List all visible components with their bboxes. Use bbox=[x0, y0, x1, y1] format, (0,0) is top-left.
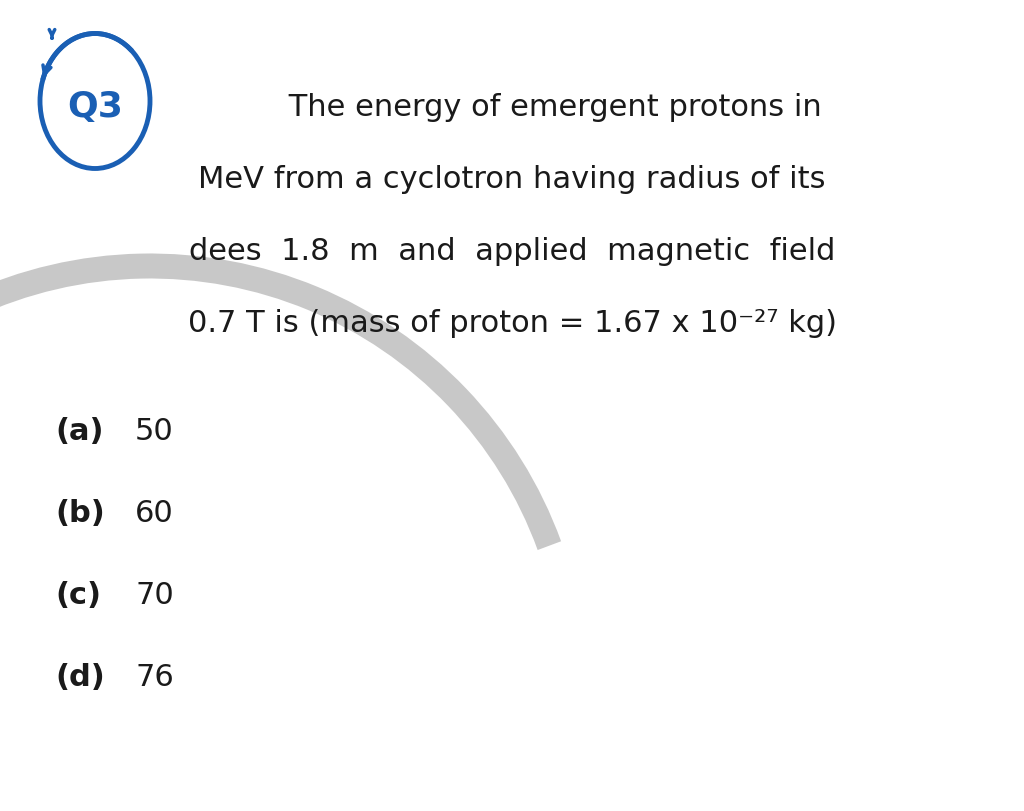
Text: 50: 50 bbox=[135, 417, 174, 446]
Text: Q3: Q3 bbox=[67, 90, 123, 124]
Text: (b): (b) bbox=[55, 499, 104, 528]
Text: 60: 60 bbox=[135, 499, 174, 528]
Text: MeV from a cyclotron having radius of its: MeV from a cyclotron having radius of it… bbox=[199, 165, 825, 193]
Text: (c): (c) bbox=[55, 581, 101, 610]
Text: (a): (a) bbox=[55, 417, 103, 446]
Text: (d): (d) bbox=[55, 663, 104, 692]
Text: dees  1.8  m  and  applied  magnetic  field: dees 1.8 m and applied magnetic field bbox=[188, 236, 836, 265]
Text: 76: 76 bbox=[135, 663, 174, 692]
Text: 0.7 T is (mass of proton = 1.67 x 10⁻²⁷ kg): 0.7 T is (mass of proton = 1.67 x 10⁻²⁷ … bbox=[187, 308, 837, 337]
Text: 70: 70 bbox=[135, 581, 174, 610]
Text: The energy of emergent protons in: The energy of emergent protons in bbox=[279, 92, 821, 122]
